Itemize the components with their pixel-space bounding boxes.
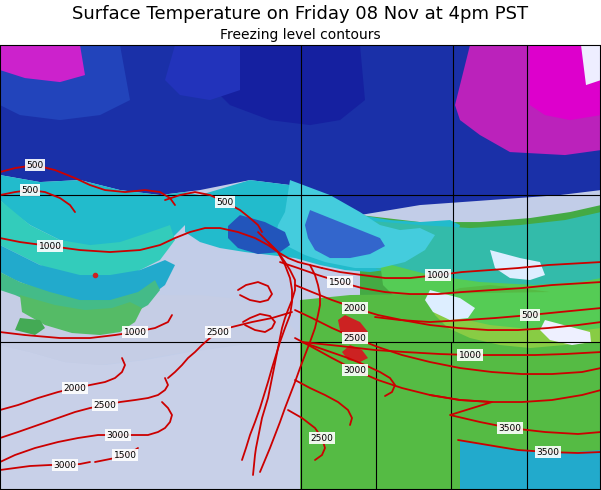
Polygon shape (0, 45, 601, 215)
Polygon shape (0, 45, 601, 490)
Polygon shape (0, 175, 200, 250)
Text: 3000: 3000 (53, 461, 76, 469)
Polygon shape (400, 302, 601, 390)
Polygon shape (15, 318, 45, 335)
Polygon shape (530, 45, 601, 120)
Polygon shape (490, 250, 545, 280)
Polygon shape (418, 340, 601, 425)
Polygon shape (165, 45, 240, 100)
Text: Surface Temperature on Friday 08 Nov at 4pm PST: Surface Temperature on Friday 08 Nov at … (73, 5, 528, 24)
Polygon shape (0, 272, 295, 365)
Polygon shape (540, 320, 591, 345)
Text: 2500: 2500 (207, 327, 230, 337)
Polygon shape (338, 315, 368, 340)
Polygon shape (215, 45, 365, 125)
Polygon shape (0, 200, 175, 280)
Polygon shape (460, 440, 601, 490)
Polygon shape (0, 45, 130, 120)
Polygon shape (360, 205, 601, 490)
Text: 3500: 3500 (498, 423, 522, 433)
Text: 2500: 2500 (311, 434, 334, 442)
Polygon shape (455, 45, 601, 155)
Polygon shape (305, 210, 385, 258)
Text: 2000: 2000 (64, 384, 87, 392)
Text: 1000: 1000 (459, 350, 481, 360)
Text: 1000: 1000 (427, 270, 450, 279)
Polygon shape (360, 212, 601, 288)
Polygon shape (0, 272, 160, 320)
Polygon shape (342, 345, 368, 362)
Text: 2500: 2500 (344, 334, 367, 343)
Text: 500: 500 (216, 197, 234, 207)
Text: 3000: 3000 (106, 431, 129, 440)
Text: 2000: 2000 (344, 303, 367, 313)
Polygon shape (0, 45, 85, 82)
Text: 1500: 1500 (329, 277, 352, 287)
Polygon shape (185, 180, 460, 272)
Polygon shape (0, 245, 175, 305)
Polygon shape (300, 285, 601, 490)
Polygon shape (228, 215, 290, 254)
Text: 1000: 1000 (123, 327, 147, 337)
Polygon shape (380, 262, 601, 342)
Polygon shape (0, 342, 450, 490)
Polygon shape (440, 390, 601, 448)
Text: 500: 500 (22, 186, 38, 195)
Polygon shape (581, 45, 601, 85)
Text: 3500: 3500 (537, 447, 560, 457)
Polygon shape (275, 180, 435, 268)
Text: 500: 500 (522, 311, 538, 319)
Text: 2500: 2500 (94, 400, 117, 410)
Polygon shape (425, 290, 475, 320)
Text: 1000: 1000 (38, 242, 61, 250)
Text: Freezing level contours: Freezing level contours (220, 28, 381, 42)
Text: 3000: 3000 (344, 366, 367, 374)
Text: 1500: 1500 (114, 450, 136, 460)
Text: 500: 500 (26, 161, 44, 170)
Polygon shape (20, 295, 142, 335)
